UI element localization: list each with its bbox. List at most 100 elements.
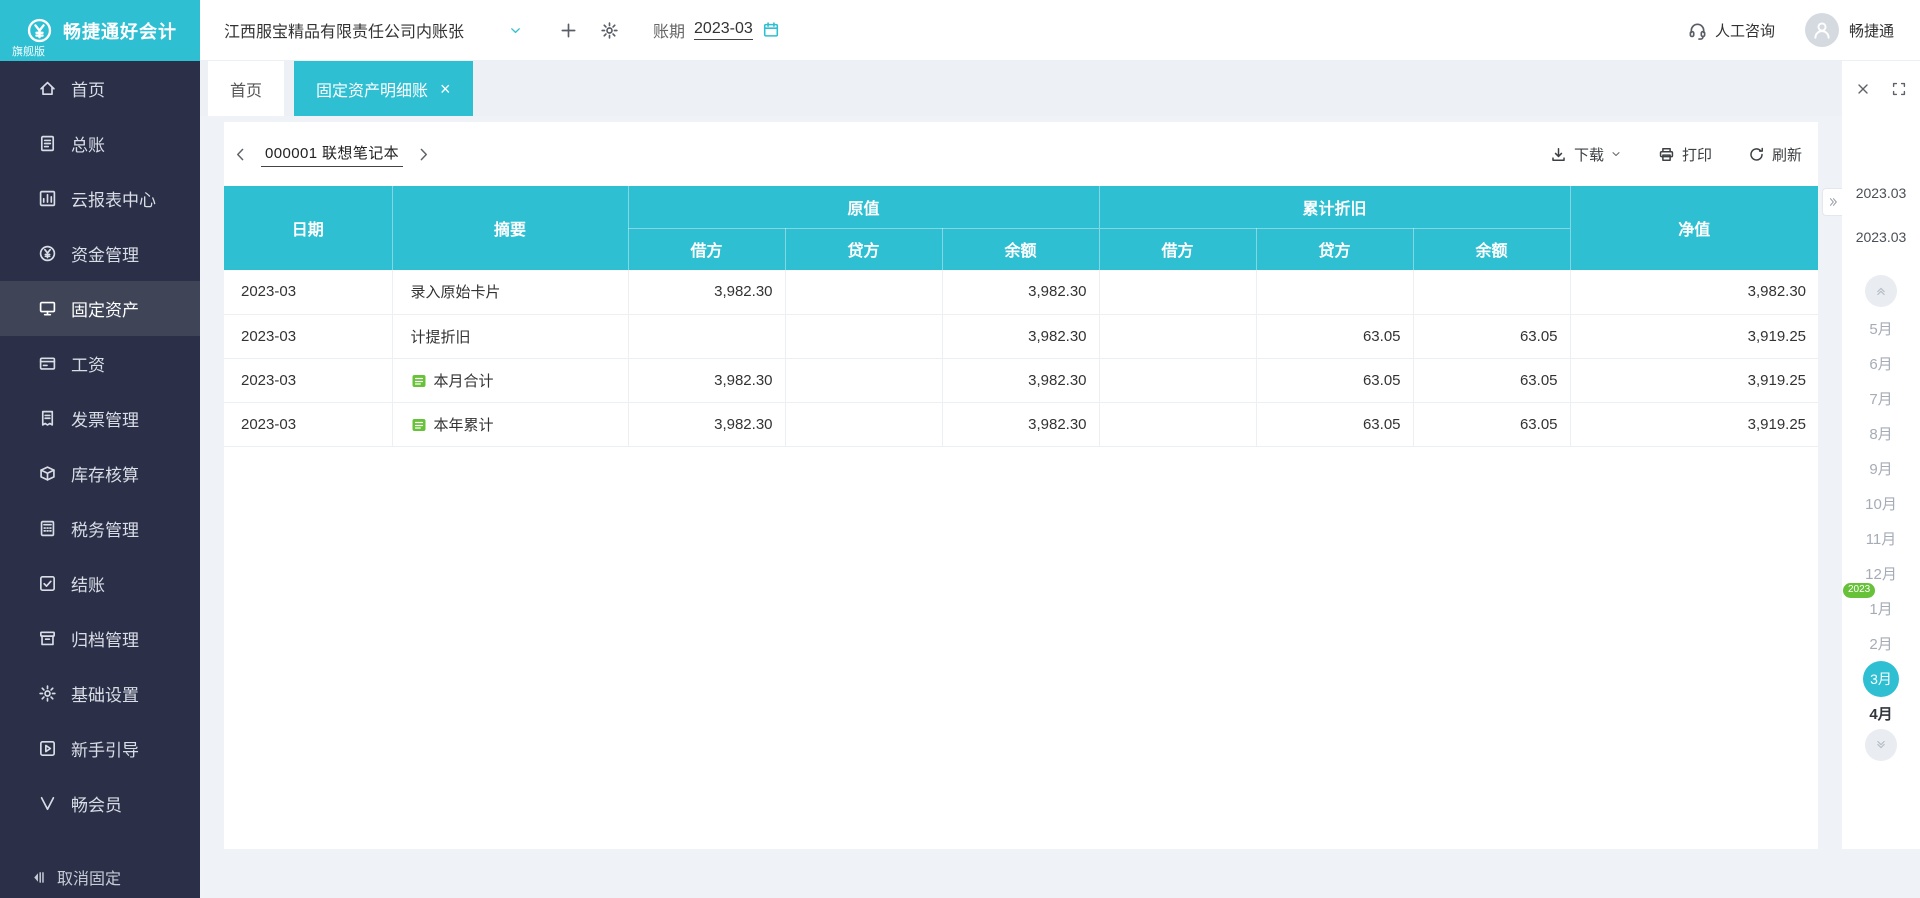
fullscreen-icon[interactable]: [1891, 81, 1907, 97]
printer-icon: [1658, 146, 1675, 163]
sidebar-item-label: 工资: [71, 356, 105, 375]
tab-close-icon[interactable]: ×: [440, 78, 451, 99]
print-button[interactable]: 打印: [1658, 144, 1712, 165]
unpin-icon: [30, 869, 47, 886]
table-row[interactable]: 2023-03 计提折旧 3,982.30 63.05 63.05 3,919.25: [224, 314, 1819, 359]
sidebar-item-invoice-management[interactable]: 发票管理: [0, 391, 200, 446]
sidebar-item-fixed-assets[interactable]: 固定资产: [0, 281, 200, 336]
headset-icon: [1688, 21, 1707, 40]
ledger-table-body: 2023-03 录入原始卡片 3,982.30 3,982.30 3,982.30 202…: [224, 270, 1819, 447]
timeline-month-4[interactable]: 8月: [1842, 416, 1920, 451]
cell-value: 63.05: [1256, 358, 1414, 403]
timeline-month-10[interactable]: 2月: [1842, 626, 1920, 661]
cell-value: [1413, 270, 1571, 315]
timeline-month-1[interactable]: 5月: [1842, 311, 1920, 346]
month-label: 6月: [1869, 356, 1893, 373]
unpin-sidebar-button[interactable]: 取消固定: [0, 856, 200, 898]
add-account-button[interactable]: [559, 21, 578, 40]
close-icon[interactable]: [1855, 81, 1871, 97]
inventory-icon: [38, 464, 57, 483]
support-button[interactable]: 人工咨询: [1688, 20, 1775, 41]
timeline-month-2[interactable]: 6月: [1842, 346, 1920, 381]
sidebar-item-tax-management[interactable]: 税务管理: [0, 501, 200, 556]
account-settings-gear-icon[interactable]: [600, 21, 619, 40]
next-asset-button[interactable]: [415, 146, 432, 163]
sidebar-item-beginner-guide[interactable]: 新手引导: [0, 721, 200, 776]
sidebar-item-label: 畅会员: [71, 796, 122, 815]
scroll-up-button[interactable]: [1865, 275, 1897, 307]
sidebar-item-archive-management[interactable]: 归档管理: [0, 611, 200, 666]
user-icon: [1811, 19, 1833, 41]
cell-value: [1099, 402, 1257, 447]
col-header-summary: 摘要: [391, 186, 628, 270]
sidebar-item-label: 发票管理: [71, 411, 139, 430]
refresh-button[interactable]: 刷新: [1748, 144, 1802, 165]
timeline-month-3[interactable]: 7月: [1842, 381, 1920, 416]
sidebar-item-label: 库存核算: [71, 466, 139, 485]
sidebar-item-label: 新手引导: [71, 741, 139, 760]
closing-icon: [38, 574, 57, 593]
sidebar-item-label: 基础设置: [71, 686, 139, 705]
cell-value: [785, 314, 943, 359]
sidebar-item-salary[interactable]: 工资: [0, 336, 200, 391]
col-group-accumulated-depreciation: 累计折旧: [1098, 186, 1571, 229]
col-header-date: 日期: [224, 186, 392, 270]
download-label: 下载: [1573, 146, 1604, 164]
sidebar-item-membership[interactable]: 畅会员: [0, 776, 200, 831]
col-group-original-value: 原值: [627, 186, 1100, 229]
cell-value: 3,982.30: [942, 358, 1100, 403]
period-label: 账期: [653, 24, 686, 41]
cell-date: 2023-03: [224, 270, 393, 315]
calendar-icon[interactable]: [762, 21, 780, 39]
sidebar-item-basic-settings[interactable]: 基础设置: [0, 666, 200, 721]
company-selector[interactable]: 江西服宝精品有限责任公司内账张: [224, 18, 523, 42]
table-row[interactable]: 2023-03 录入原始卡片 3,982.30 3,982.30 3,982.30: [224, 270, 1819, 315]
timeline-month-8[interactable]: 12月: [1842, 556, 1920, 591]
sidebar-item-closing[interactable]: 结账: [0, 556, 200, 611]
scroll-down-button[interactable]: [1865, 729, 1897, 761]
cell-date: 2023-03: [224, 358, 393, 403]
sidebar-item-inventory-accounting[interactable]: 库存核算: [0, 446, 200, 501]
timeline-month-6[interactable]: 10月: [1842, 486, 1920, 521]
download-button[interactable]: 下载: [1550, 144, 1622, 165]
cell-value: 63.05: [1413, 358, 1571, 403]
sidebar-item-label: 结账: [71, 576, 105, 595]
timeline-month-9[interactable]: 2023 1月: [1842, 583, 1920, 626]
double-chevron-right-icon: [1827, 196, 1839, 208]
cell-value: 3,982.30: [628, 358, 786, 403]
prev-asset-button[interactable]: [232, 146, 249, 163]
summary-total-icon: [411, 417, 427, 433]
table-row[interactable]: 2023-03 本年累计 3,982.30 3,982.30 63.05 63.05 3,9…: [224, 402, 1819, 447]
fund-icon: [38, 244, 57, 263]
asset-selector[interactable]: 000001 联想笔记本: [261, 142, 404, 167]
col-header-dep-balance: 余额: [1412, 228, 1571, 270]
timeline-month-5[interactable]: 9月: [1842, 451, 1920, 486]
month-label: 12月: [1865, 566, 1897, 583]
cell-value: 3,919.25: [1570, 358, 1819, 403]
timeline-collapse-tab[interactable]: [1822, 188, 1842, 216]
cell-value: [785, 402, 943, 447]
table-row[interactable]: 2023-03 本月合计 3,982.30 3,982.30 63.05 63.05 3,9…: [224, 358, 1819, 403]
period-value[interactable]: 2023-03: [694, 20, 753, 40]
app-logo[interactable]: 畅捷通好会计 旗舰版: [0, 0, 200, 61]
sidebar-item-general-ledger[interactable]: 总账: [0, 116, 200, 171]
double-chevron-up-icon: [1874, 284, 1888, 298]
avatar[interactable]: [1804, 13, 1839, 47]
month-label: 8月: [1869, 426, 1893, 443]
period-timeline: 2023.03 2023.03 5月 6月 7月 8月 9月 10月 11月 12月 2023 1…: [1822, 61, 1920, 849]
timeline-month-11[interactable]: 3月: [1842, 660, 1920, 697]
tab-home[interactable]: 首页: [208, 61, 285, 116]
sidebar-item-cloud-reports[interactable]: 云报表中心: [0, 171, 200, 226]
timeline-month-7[interactable]: 11月: [1842, 521, 1920, 556]
archive-icon: [38, 629, 57, 648]
sidebar-item-label: 资金管理: [71, 246, 139, 265]
summary-total-icon: [411, 373, 427, 389]
sidebar-item-home[interactable]: 首页: [0, 61, 200, 116]
company-name: 江西服宝精品有限责任公司内账张: [224, 24, 465, 41]
month-label: 3月: [1863, 660, 1899, 697]
timeline-month-12[interactable]: 4月: [1842, 696, 1920, 731]
sidebar-item-fund-management[interactable]: 资金管理: [0, 226, 200, 281]
tab-fixed-asset-ledger[interactable]: 固定资产明细账 ×: [294, 61, 473, 116]
username: 畅捷通: [1848, 22, 1894, 40]
cell-value: 3,982.30: [942, 270, 1100, 315]
